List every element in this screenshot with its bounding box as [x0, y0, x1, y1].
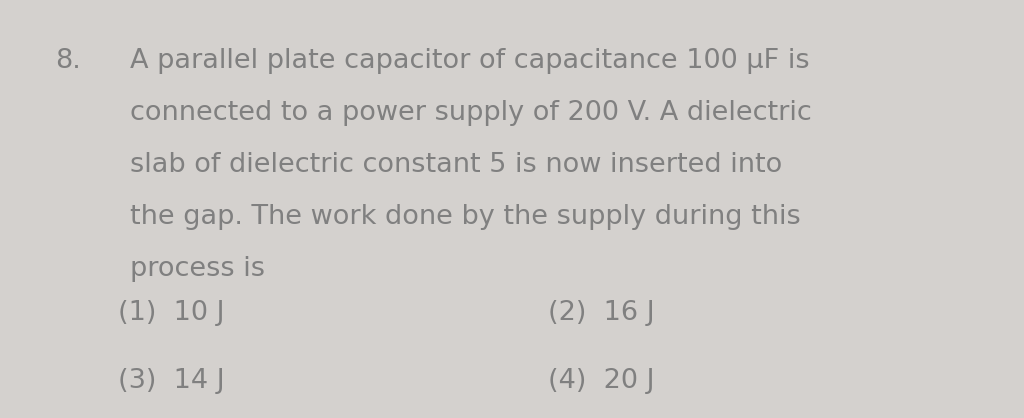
Text: (2)  16 J: (2) 16 J — [548, 300, 654, 326]
Text: (1)  10 J: (1) 10 J — [118, 300, 224, 326]
Text: (4)  20 J: (4) 20 J — [548, 368, 654, 394]
Text: process is: process is — [130, 256, 265, 282]
Text: (3)  14 J: (3) 14 J — [118, 368, 224, 394]
Text: 8.: 8. — [55, 48, 81, 74]
Text: the gap. The work done by the supply during this: the gap. The work done by the supply dur… — [130, 204, 801, 230]
Text: slab of dielectric constant 5 is now inserted into: slab of dielectric constant 5 is now ins… — [130, 152, 782, 178]
Text: connected to a power supply of 200 V. A dielectric: connected to a power supply of 200 V. A … — [130, 100, 812, 126]
Text: A parallel plate capacitor of capacitance 100 μF is: A parallel plate capacitor of capacitanc… — [130, 48, 810, 74]
